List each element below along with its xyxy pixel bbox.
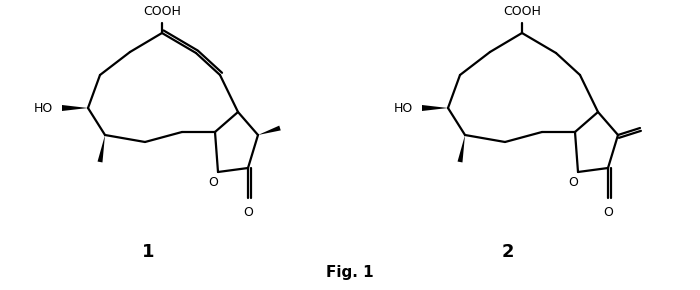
Text: Fig. 1: Fig. 1 bbox=[326, 264, 374, 280]
Text: O: O bbox=[208, 177, 218, 189]
Polygon shape bbox=[97, 135, 105, 162]
Text: O: O bbox=[243, 206, 253, 218]
Text: 1: 1 bbox=[141, 243, 154, 261]
Polygon shape bbox=[458, 135, 465, 162]
Text: COOH: COOH bbox=[503, 5, 541, 18]
Polygon shape bbox=[62, 105, 88, 111]
Text: COOH: COOH bbox=[143, 5, 181, 18]
Text: O: O bbox=[603, 206, 613, 218]
Text: 2: 2 bbox=[502, 243, 514, 261]
Polygon shape bbox=[422, 105, 448, 111]
Text: O: O bbox=[568, 177, 578, 189]
Polygon shape bbox=[258, 126, 281, 135]
Text: HO: HO bbox=[34, 102, 53, 115]
Text: HO: HO bbox=[393, 102, 413, 115]
